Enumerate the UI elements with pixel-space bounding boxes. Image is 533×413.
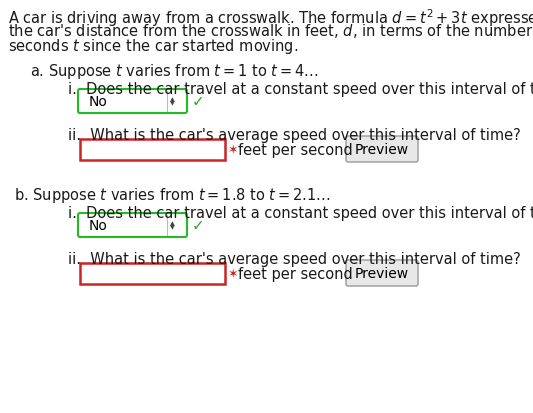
Text: No: No — [89, 218, 108, 233]
FancyBboxPatch shape — [78, 214, 187, 237]
Text: Preview: Preview — [355, 266, 409, 280]
FancyBboxPatch shape — [346, 260, 418, 286]
FancyBboxPatch shape — [80, 139, 225, 160]
Text: ▲: ▲ — [170, 221, 175, 226]
FancyBboxPatch shape — [80, 263, 225, 284]
Text: ▲: ▲ — [170, 97, 175, 102]
Text: ii.  What is the car's average speed over this interval of time?: ii. What is the car's average speed over… — [68, 252, 521, 266]
Text: A car is driving away from a crosswalk. The formula $d = t^2 + 3t$ expresses: A car is driving away from a crosswalk. … — [8, 7, 533, 28]
FancyBboxPatch shape — [346, 137, 418, 163]
Text: ✓: ✓ — [192, 218, 205, 233]
Text: Preview: Preview — [355, 142, 409, 157]
Text: ii.  What is the car's average speed over this interval of time?: ii. What is the car's average speed over… — [68, 128, 521, 142]
Text: a. Suppose $t$ varies from $t = 1$ to $t = 4$...: a. Suppose $t$ varies from $t = 1$ to $t… — [30, 62, 318, 81]
Text: ✶: ✶ — [228, 143, 238, 156]
Text: feet per second: feet per second — [238, 266, 353, 281]
Text: ✓: ✓ — [192, 94, 205, 109]
Text: ✶: ✶ — [228, 267, 238, 280]
Text: b. Suppose $t$ varies from $t = 1.8$ to $t = 2.1$...: b. Suppose $t$ varies from $t = 1.8$ to … — [14, 185, 330, 204]
Text: seconds $t$ since the car started moving.: seconds $t$ since the car started moving… — [8, 37, 298, 56]
Text: ▼: ▼ — [170, 101, 175, 106]
Text: the car's distance from the crosswalk in feet, $d$, in terms of the number of: the car's distance from the crosswalk in… — [8, 22, 533, 40]
Text: i.  Does the car travel at a constant speed over this interval of time?: i. Does the car travel at a constant spe… — [68, 206, 533, 221]
Text: feet per second: feet per second — [238, 142, 353, 157]
Text: ▼: ▼ — [170, 225, 175, 230]
Text: No: No — [89, 95, 108, 109]
Text: i.  Does the car travel at a constant speed over this interval of time?: i. Does the car travel at a constant spe… — [68, 82, 533, 97]
FancyBboxPatch shape — [78, 90, 187, 114]
